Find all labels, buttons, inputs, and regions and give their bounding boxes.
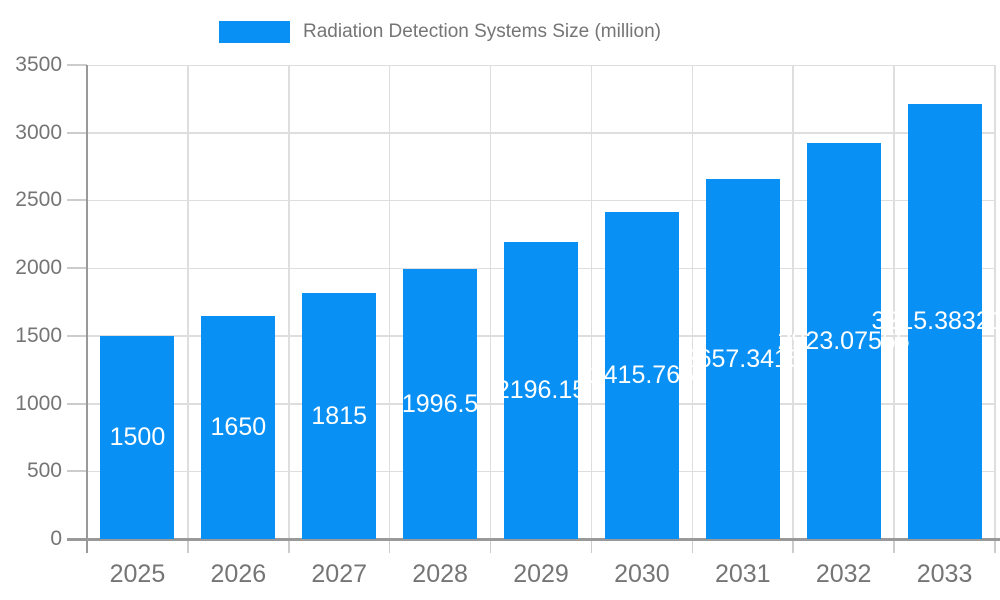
x-axis-tick xyxy=(388,540,391,553)
x-axis-label: 2029 xyxy=(513,560,569,588)
x-axis-label: 2028 xyxy=(412,560,468,588)
legend-label: Radiation Detection Systems Size (millio… xyxy=(303,21,661,42)
grid-line-vertical xyxy=(489,65,492,539)
x-axis-tick xyxy=(893,540,895,553)
x-axis-label: 2026 xyxy=(210,560,267,588)
x-axis-tick xyxy=(994,540,996,553)
bar-value-label: 2657.3415 xyxy=(683,345,802,374)
bar-value-label: 1996.5 xyxy=(401,389,479,418)
x-axis-line xyxy=(67,538,1000,541)
legend-swatch-icon xyxy=(219,21,290,43)
grid-line-vertical xyxy=(388,65,391,539)
y-axis-label: 500 xyxy=(26,459,62,483)
x-axis-label: 2025 xyxy=(109,560,166,588)
x-axis-label: 2033 xyxy=(916,560,973,588)
x-axis-tick xyxy=(489,540,492,553)
y-axis-tick xyxy=(67,470,87,473)
bar-value-label: 2196.15 xyxy=(495,376,587,405)
bar[interactable] xyxy=(100,335,175,539)
bar[interactable] xyxy=(806,143,881,539)
y-axis-label: 3500 xyxy=(15,53,62,76)
grid-line-vertical xyxy=(691,65,694,539)
x-axis-tick xyxy=(792,540,794,553)
x-axis-tick xyxy=(590,540,593,553)
bar-value-label: 1500 xyxy=(109,423,166,452)
y-axis-label: 1000 xyxy=(15,391,62,415)
bar[interactable] xyxy=(705,179,780,539)
x-axis-tick xyxy=(187,540,189,553)
legend-item[interactable]: Radiation Detection Systems Size (millio… xyxy=(219,21,661,43)
grid-line-vertical xyxy=(187,65,189,539)
y-axis-label: 1500 xyxy=(15,323,62,347)
bar[interactable] xyxy=(201,315,276,539)
y-axis-label: 3000 xyxy=(15,120,62,144)
bar-value-label: 1650 xyxy=(210,413,267,442)
grid-line-vertical xyxy=(994,65,996,539)
y-axis-tick xyxy=(67,199,87,202)
x-axis-tick xyxy=(691,540,694,553)
y-axis-line xyxy=(86,65,88,553)
y-axis-tick xyxy=(67,402,87,405)
y-axis-label: 0 xyxy=(50,527,62,550)
bar[interactable] xyxy=(403,268,478,539)
grid-line-vertical xyxy=(893,65,895,539)
grid-line-vertical xyxy=(590,65,593,539)
grid-line-vertical xyxy=(288,65,290,539)
y-axis-tick xyxy=(67,131,87,134)
x-axis-label: 2031 xyxy=(714,560,771,588)
bar[interactable] xyxy=(907,103,982,539)
bar[interactable] xyxy=(604,211,679,539)
bar[interactable] xyxy=(302,293,377,539)
x-axis-tick xyxy=(288,540,290,553)
y-axis-tick xyxy=(67,267,87,270)
grid-line-horizontal xyxy=(87,132,995,134)
y-axis-label: 2000 xyxy=(15,256,62,280)
bar-value-label: 1815 xyxy=(311,402,368,431)
grid-line-horizontal xyxy=(87,199,995,202)
grid-line-vertical xyxy=(792,65,794,539)
bar-value-label: 3215.383215 xyxy=(871,307,1000,336)
y-axis-tick xyxy=(67,64,87,66)
bar-value-label: 2923.07565 xyxy=(777,327,910,356)
grid-line-horizontal xyxy=(87,64,995,66)
bar[interactable] xyxy=(504,241,578,539)
y-axis-tick xyxy=(67,334,87,337)
x-axis-label: 2027 xyxy=(311,560,368,588)
x-axis-label: 2030 xyxy=(614,560,670,588)
bar-value-label: 2415.765 xyxy=(589,361,695,390)
x-axis-label: 2032 xyxy=(815,560,872,588)
y-axis-label: 2500 xyxy=(15,188,62,212)
